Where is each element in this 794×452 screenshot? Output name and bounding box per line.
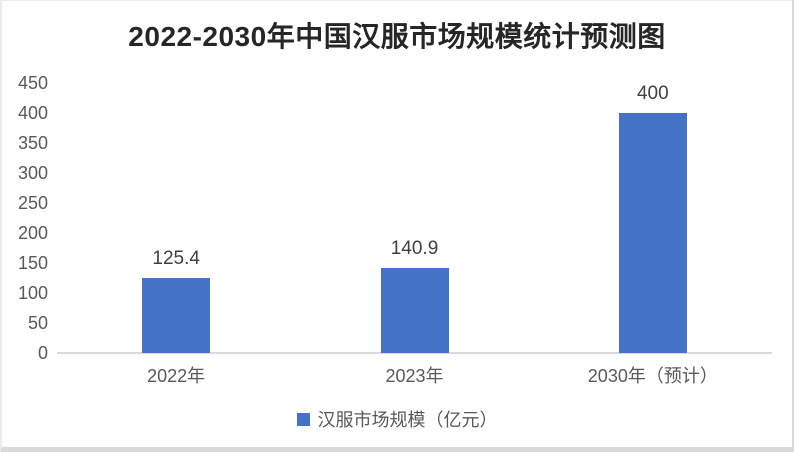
x-axis-line <box>57 352 772 354</box>
x-axis-label: 2030年（预计） <box>587 366 718 386</box>
y-axis-tick-label: 100 <box>17 283 48 303</box>
legend-label: 汉服市场规模（亿元） <box>317 410 498 430</box>
y-axis-tick-label: 450 <box>17 73 48 93</box>
chart-title: 2022-2030年中国汉服市场规模统计预测图 <box>128 21 666 52</box>
y-axis-tick-label: 150 <box>17 253 48 273</box>
data-label: 400 <box>636 83 669 104</box>
y-axis-tick-label: 50 <box>27 313 48 333</box>
y-axis-tick-label: 0 <box>37 343 48 363</box>
bar-2023年 <box>380 268 449 353</box>
x-axis-label: 2022年 <box>147 366 206 386</box>
y-axis-tick-label: 200 <box>17 223 48 243</box>
legend: 汉服市场规模（亿元） <box>2 406 792 432</box>
data-label: 125.4 <box>152 248 200 269</box>
bar-2030年（预计） <box>618 113 687 353</box>
x-axis-label: 2023年 <box>385 366 444 386</box>
y-axis-tick-label: 350 <box>17 133 48 153</box>
data-label: 140.9 <box>390 238 439 259</box>
y-axis-tick-label: 300 <box>17 163 48 183</box>
y-axis-tick-label: 400 <box>17 103 48 123</box>
bar-2022年 <box>142 278 211 353</box>
y-axis-tick-label: 250 <box>17 193 48 213</box>
legend-swatch <box>296 412 310 426</box>
